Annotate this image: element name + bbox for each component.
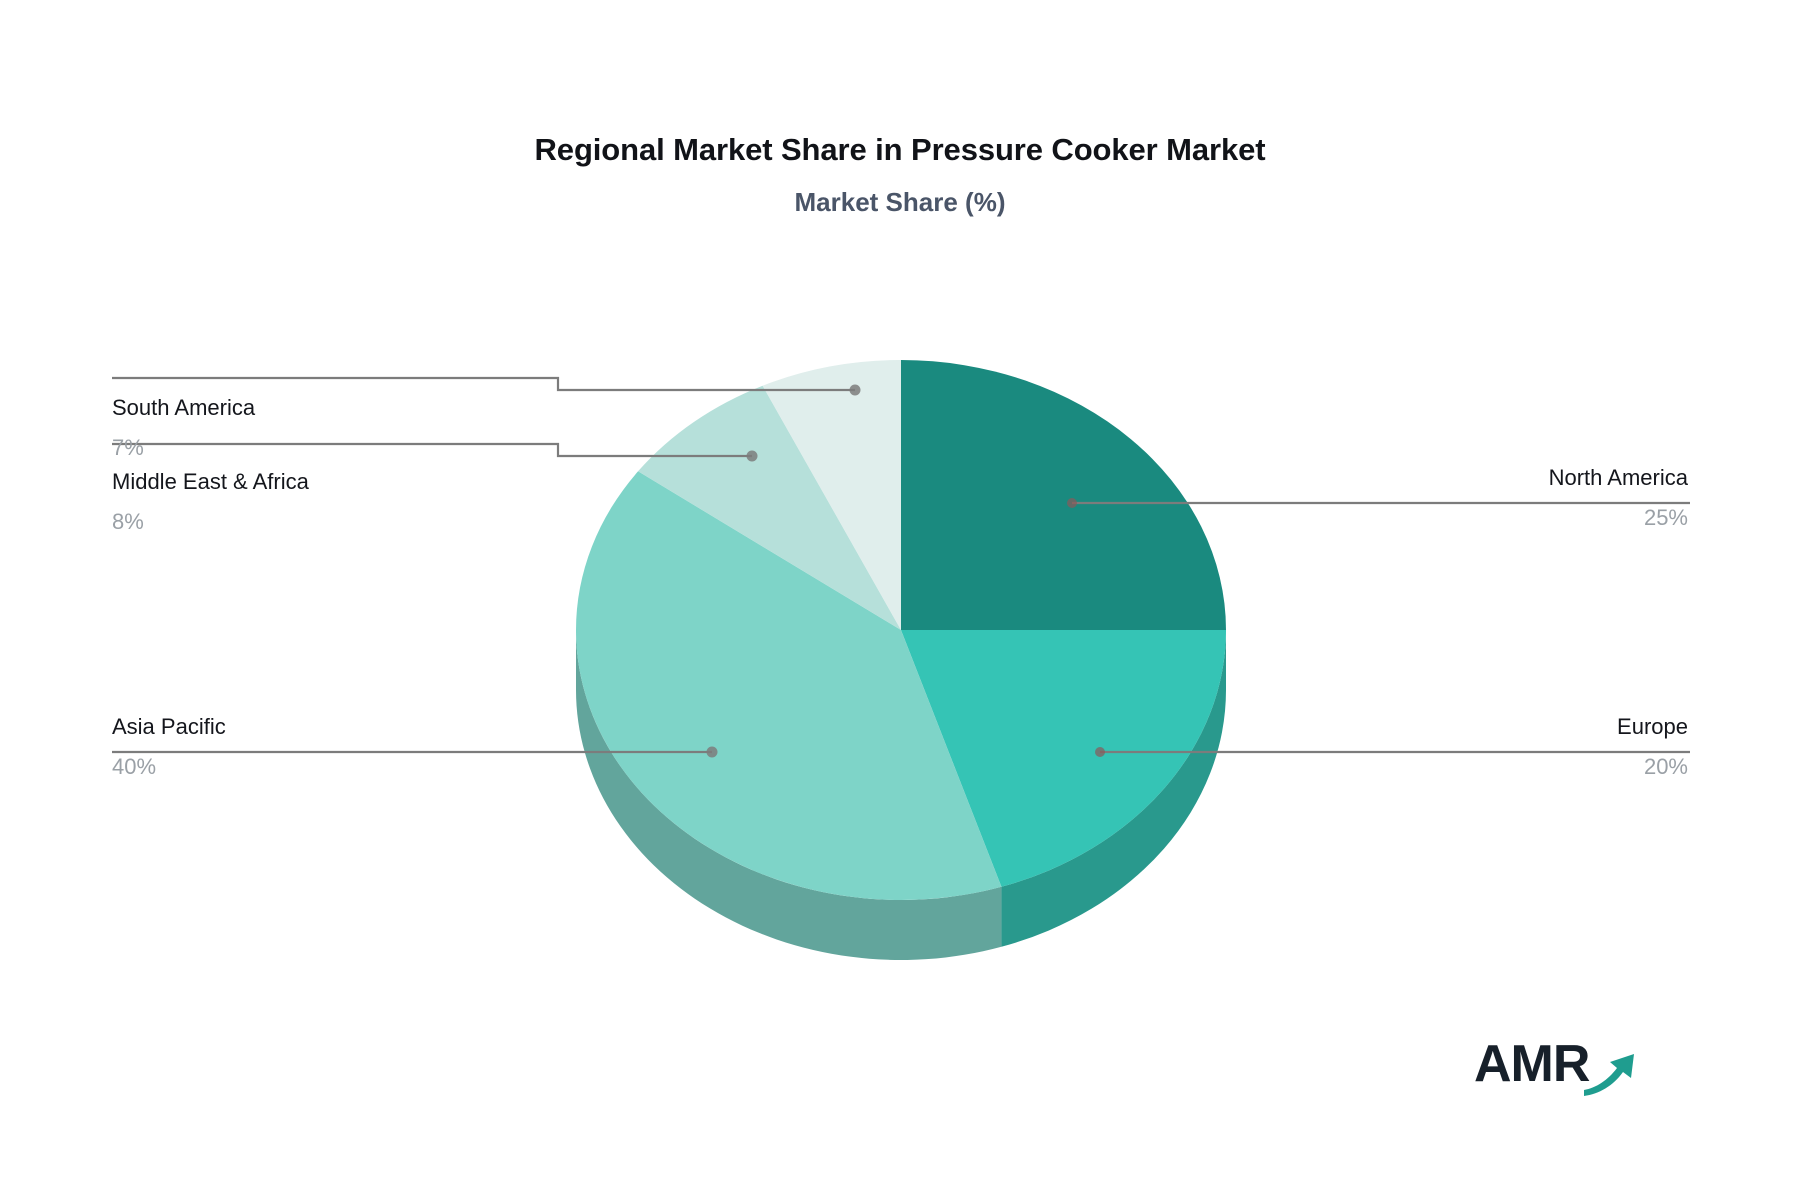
callout-asia-pacific[interactable]: Asia Pacific [112,712,226,742]
callout-value-middle-east-africa-wrap: 8% [112,507,144,537]
callout-europe[interactable]: Europe [1617,712,1688,742]
callout-value-north-america-wrap: 25% [1644,503,1688,533]
depth-asia-pacific [576,630,1002,960]
chart-title: Regional Market Share in Pressure Cooker… [534,132,1266,167]
callout-north-america[interactable]: North America [1549,463,1688,493]
chart-subtitle: Market Share (%) [794,187,1006,217]
leader-dot-north-america [1067,498,1077,508]
leader-lines [112,376,1690,758]
amr-logo-text: AMR [1474,1035,1590,1093]
callout-value-europe: 20% [1643,754,1688,779]
leader-dot-south-america [849,384,861,396]
callout-value-middle-east-africa: 8% [112,509,144,534]
depth-europe [1001,630,1226,947]
amr-logo[interactable]: AMR [1474,1036,1644,1098]
slice-north-america[interactable] [901,360,1226,630]
callout-value-asia-pacific: 40% [112,754,157,779]
callout-value-asia-pacific-wrap: 40% [112,752,156,782]
callout-value-north-america: 25% [1643,505,1688,530]
callout-value-south-america-wrap: 7% [112,433,144,463]
slice-asia-pacific[interactable] [575,471,1002,901]
callout-south-america[interactable]: South America [112,393,255,423]
pie-depth-layer [576,630,1226,960]
callout-label-europe: Europe [1617,714,1688,739]
callout-label-north-america: North America [1548,465,1688,490]
leader-dot-europe [1095,747,1105,757]
callout-middle-east-africa[interactable]: Middle East & Africa [112,467,309,497]
slice-middle-east-africa[interactable] [638,385,901,630]
leader-line-middle-east-africa [112,442,752,458]
pie-slices [575,360,1226,901]
callout-value-south-america: 7% [112,435,144,460]
callout-label-asia-pacific: Asia Pacific [112,714,226,739]
leader-dot-middle-east-africa [746,450,758,462]
callout-value-europe-wrap: 20% [1644,752,1688,782]
growth-arrow-icon [1584,1054,1634,1096]
slice-south-america[interactable] [762,360,901,630]
callout-label-south-america: South America [112,395,256,420]
leader-dot-asia-pacific [706,746,718,758]
callout-label-middle-east-africa: Middle East & Africa [112,469,309,494]
slice-europe[interactable] [901,630,1226,887]
leader-line-south-america [112,376,855,392]
